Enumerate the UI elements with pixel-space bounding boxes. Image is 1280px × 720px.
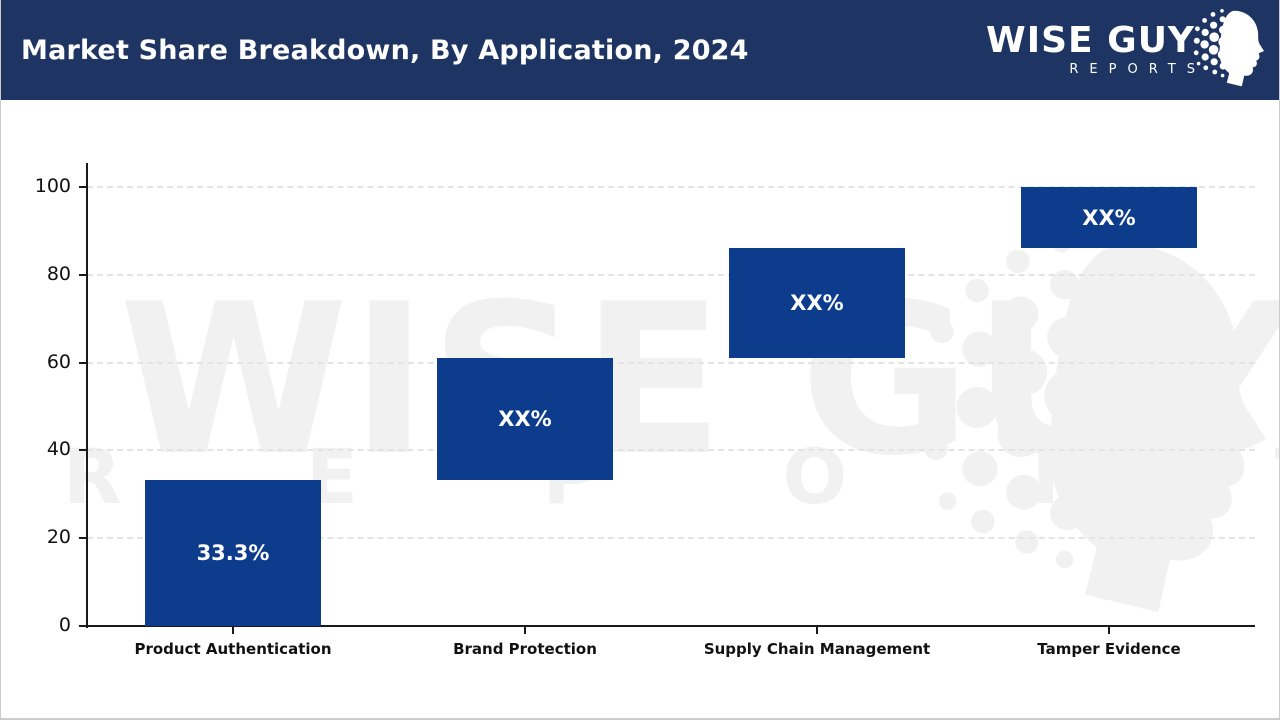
bar-tamper-evidence: XX% bbox=[1021, 187, 1197, 249]
y-tick-label-40: 40 bbox=[46, 438, 71, 461]
category-label-product-authentication: Product Authentication bbox=[134, 640, 332, 658]
y-tick-label-80: 80 bbox=[46, 262, 71, 285]
x-tick-tamper-evidence bbox=[1108, 627, 1110, 634]
header-bar: Market Share Breakdown, By Application, … bbox=[1, 0, 1279, 100]
gridline-100 bbox=[87, 186, 1255, 188]
y-tick-100 bbox=[79, 186, 86, 188]
gridline-80 bbox=[87, 273, 1255, 276]
gridline-40 bbox=[87, 449, 1255, 452]
bar-value-label-tamper-evidence: XX% bbox=[1082, 205, 1136, 230]
x-axis-line bbox=[81, 625, 1255, 627]
category-label-supply-chain-management: Supply Chain Management bbox=[703, 640, 931, 658]
brand-logo: WISE GUY REPORTS bbox=[985, 6, 1279, 94]
y-tick-40 bbox=[79, 449, 86, 452]
bar-value-label-brand-protection: XX% bbox=[498, 407, 552, 431]
category-label-tamper-evidence: Tamper Evidence bbox=[1037, 640, 1181, 658]
y-tick-label-60: 60 bbox=[46, 350, 71, 373]
y-tick-label-20: 20 bbox=[46, 526, 71, 549]
y-tick-label-100: 100 bbox=[34, 175, 71, 197]
bar-value-label-product-authentication: 33.3% bbox=[196, 540, 270, 565]
y-tick-80 bbox=[79, 273, 86, 276]
brand-logo-text: WISE GUY REPORTS bbox=[985, 20, 1195, 78]
x-tick-supply-chain-management bbox=[816, 627, 818, 634]
x-tick-product-authentication bbox=[232, 627, 234, 634]
bar-value-label-supply-chain-management: XX% bbox=[790, 291, 844, 316]
y-tick-60 bbox=[79, 361, 86, 364]
brand-logo-wordmark: WISE GUY bbox=[985, 20, 1195, 61]
y-tick-label-0: 0 bbox=[58, 614, 71, 636]
brand-face-icon bbox=[1189, 6, 1267, 94]
brand-logo-subtext: REPORTS bbox=[1069, 62, 1206, 77]
gridline-60 bbox=[87, 361, 1255, 364]
y-tick-20 bbox=[79, 537, 86, 540]
x-tick-brand-protection bbox=[524, 627, 526, 634]
chart-title: Market Share Breakdown, By Application, … bbox=[21, 34, 749, 66]
y-axis-line bbox=[86, 163, 88, 628]
category-label-brand-protection: Brand Protection bbox=[453, 640, 597, 658]
gridline-20 bbox=[87, 537, 1255, 540]
bar-supply-chain-management: XX% bbox=[729, 248, 905, 359]
bar-brand-protection: XX% bbox=[437, 358, 613, 480]
bar-product-authentication: 33.3% bbox=[145, 479, 321, 626]
